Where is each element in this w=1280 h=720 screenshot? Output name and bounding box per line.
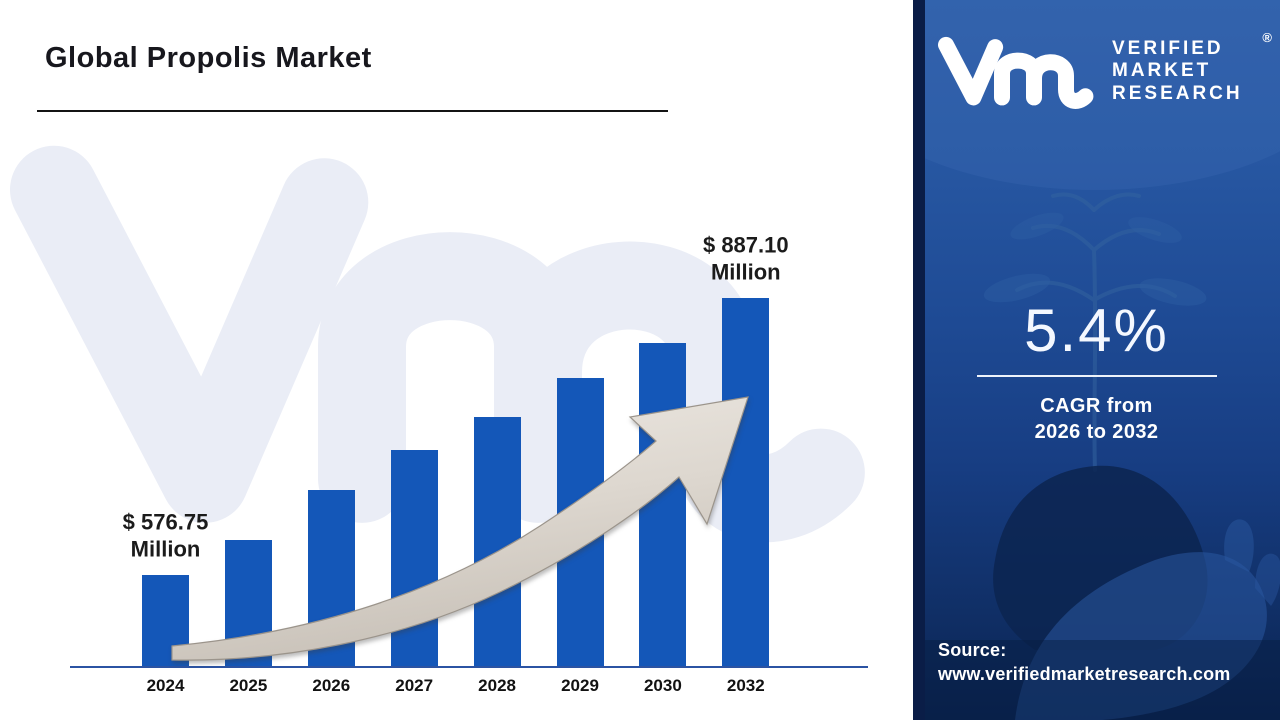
- chart-area: Global Propolis Market 2024 2025 2026 2027 2…: [10, 42, 868, 695]
- seedling-in-hands-illustration: [925, 0, 1280, 720]
- x-tick-2029: 2029: [561, 676, 599, 695]
- x-tick-2030: 2030: [643, 676, 682, 695]
- bar-2028: [473, 416, 521, 667]
- title-underline: [37, 110, 668, 112]
- source-label: Source:: [938, 640, 1007, 660]
- vmr-logo: VERIFIED MARKET RESEARCH: [938, 30, 1268, 110]
- x-tick-2032: 2032: [726, 676, 765, 695]
- cagr-block: 5.4% CAGR from 2026 to 2032: [913, 296, 1280, 445]
- logo-wordmark: VERIFIED MARKET RESEARCH: [1112, 38, 1243, 105]
- panel-photo-background: [925, 0, 1280, 720]
- brand-panel: VERIFIED MARKET RESEARCH ® 5.4% CAGR fro…: [913, 0, 1280, 720]
- logo-word-research: RESEARCH: [1112, 82, 1243, 104]
- value-label-2032: $ 887.10 Million: [702, 232, 789, 285]
- bar-2030: [639, 342, 687, 667]
- source-url: www.verifiedmarketresearch.com: [938, 664, 1231, 685]
- cagr-value: 5.4%: [1024, 297, 1169, 364]
- x-tick-2027: 2027: [395, 676, 434, 695]
- cagr-caption-line2: 2026 to 2032: [1034, 421, 1159, 443]
- cagr-divider: [976, 375, 1217, 377]
- growth-arrow-icon: [171, 396, 749, 661]
- logo-word-market: MARKET: [1112, 60, 1212, 82]
- x-tick-2026: 2026: [312, 676, 351, 695]
- registered-trademark-symbol: ®: [1262, 30, 1272, 45]
- panel-edge-strip: [913, 0, 925, 720]
- vm-logo-icon: [938, 30, 1098, 110]
- x-axis-line: [70, 666, 868, 668]
- logo-word-verified: VERIFIED: [1112, 38, 1224, 59]
- value-label-2024: $ 576.75 Million: [122, 509, 209, 562]
- x-tick-2025: 2025: [229, 676, 268, 695]
- x-tick-2024: 2024: [146, 676, 185, 695]
- source-block: Source: www.verifiedmarketresearch.com: [938, 638, 1230, 687]
- bar-2032: [722, 298, 770, 667]
- cagr-caption: CAGR from 2026 to 2032: [913, 393, 1280, 445]
- x-tick-2028: 2028: [478, 676, 516, 695]
- cagr-caption-line1: CAGR from: [1040, 395, 1153, 417]
- page-title: Global Propolis Market: [45, 42, 372, 74]
